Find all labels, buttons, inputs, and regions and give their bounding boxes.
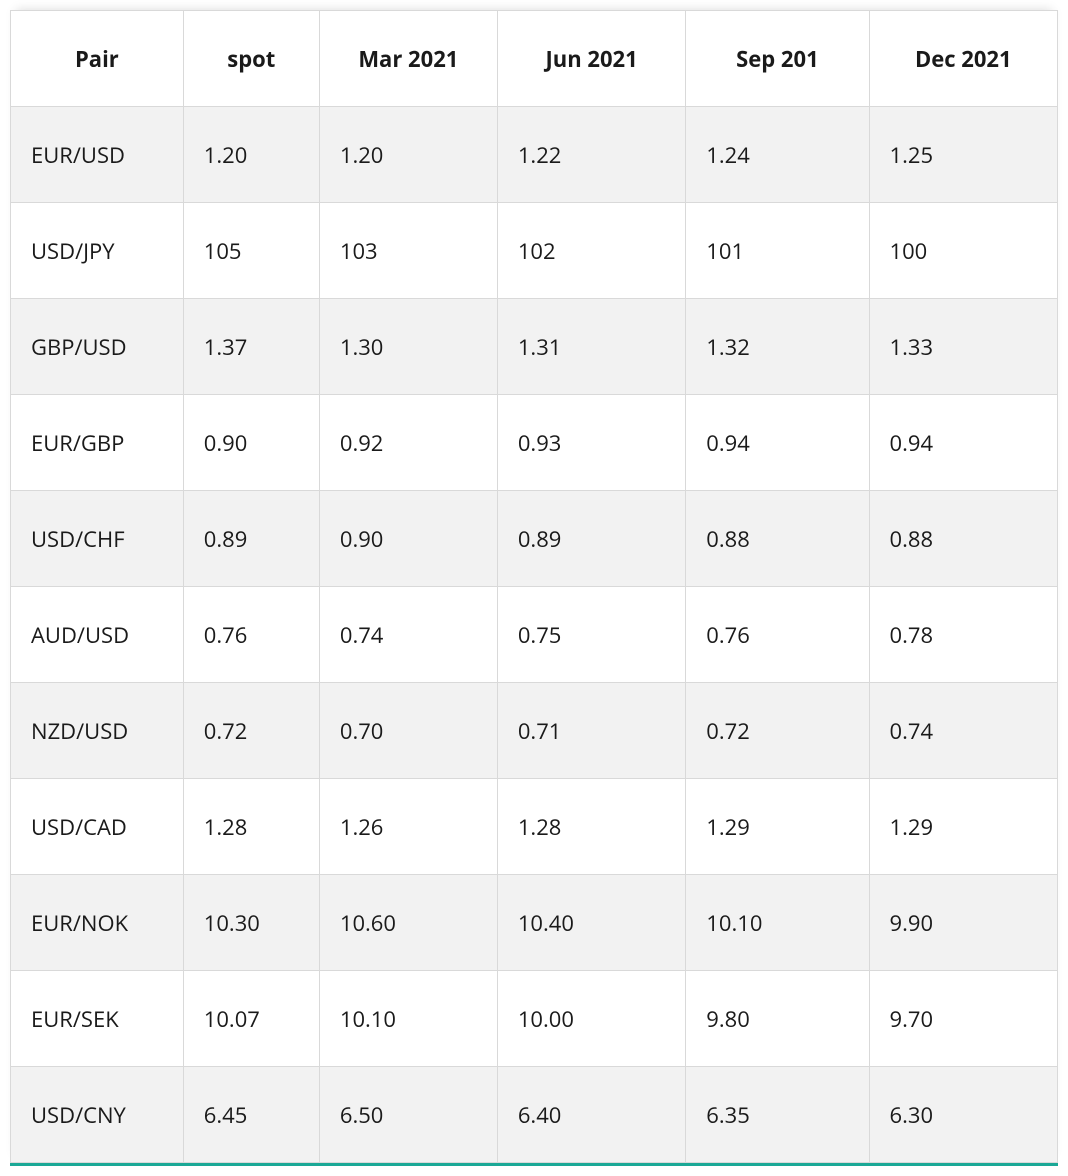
cell-sep: 9.80 xyxy=(686,971,869,1067)
cell-dec: 1.33 xyxy=(869,299,1057,395)
cell-sep: 0.72 xyxy=(686,683,869,779)
col-header-dec: Dec 2021 xyxy=(869,11,1057,107)
table-body: EUR/USD1.201.201.221.241.25USD/JPY105103… xyxy=(11,107,1058,1163)
cell-jun: 6.40 xyxy=(497,1067,685,1163)
cell-mar: 0.90 xyxy=(319,491,497,587)
cell-jun: 0.93 xyxy=(497,395,685,491)
table-row: AUD/USD0.760.740.750.760.78 xyxy=(11,587,1058,683)
cell-mar: 10.60 xyxy=(319,875,497,971)
cell-spot: 105 xyxy=(183,203,319,299)
cell-jun: 0.71 xyxy=(497,683,685,779)
cell-pair: USD/CAD xyxy=(11,779,184,875)
cell-mar: 0.70 xyxy=(319,683,497,779)
cell-mar: 0.92 xyxy=(319,395,497,491)
col-header-mar: Mar 2021 xyxy=(319,11,497,107)
table-row: GBP/USD1.371.301.311.321.33 xyxy=(11,299,1058,395)
cell-sep: 10.10 xyxy=(686,875,869,971)
cell-pair: EUR/USD xyxy=(11,107,184,203)
cell-spot: 1.28 xyxy=(183,779,319,875)
fx-forecast-table-wrap: Pair spot Mar 2021 Jun 2021 Sep 201 Dec … xyxy=(10,10,1058,1166)
cell-dec: 1.29 xyxy=(869,779,1057,875)
cell-mar: 1.26 xyxy=(319,779,497,875)
cell-jun: 1.31 xyxy=(497,299,685,395)
cell-jun: 0.89 xyxy=(497,491,685,587)
cell-pair: AUD/USD xyxy=(11,587,184,683)
fx-forecast-table: Pair spot Mar 2021 Jun 2021 Sep 201 Dec … xyxy=(10,10,1058,1163)
cell-jun: 0.75 xyxy=(497,587,685,683)
cell-spot: 1.37 xyxy=(183,299,319,395)
col-header-sep: Sep 201 xyxy=(686,11,869,107)
cell-pair: EUR/NOK xyxy=(11,875,184,971)
col-header-spot: spot xyxy=(183,11,319,107)
cell-mar: 10.10 xyxy=(319,971,497,1067)
table-row: EUR/SEK10.0710.1010.009.809.70 xyxy=(11,971,1058,1067)
cell-spot: 1.20 xyxy=(183,107,319,203)
cell-spot: 0.76 xyxy=(183,587,319,683)
cell-mar: 103 xyxy=(319,203,497,299)
table-row: EUR/GBP0.900.920.930.940.94 xyxy=(11,395,1058,491)
cell-dec: 0.74 xyxy=(869,683,1057,779)
cell-dec: 1.25 xyxy=(869,107,1057,203)
cell-pair: USD/CNY xyxy=(11,1067,184,1163)
cell-sep: 0.94 xyxy=(686,395,869,491)
cell-sep: 101 xyxy=(686,203,869,299)
table-row: USD/JPY105103102101100 xyxy=(11,203,1058,299)
cell-mar: 1.30 xyxy=(319,299,497,395)
cell-sep: 1.24 xyxy=(686,107,869,203)
cell-sep: 0.76 xyxy=(686,587,869,683)
cell-dec: 0.94 xyxy=(869,395,1057,491)
cell-pair: EUR/GBP xyxy=(11,395,184,491)
table-row: EUR/NOK10.3010.6010.4010.109.90 xyxy=(11,875,1058,971)
cell-mar: 0.74 xyxy=(319,587,497,683)
cell-mar: 1.20 xyxy=(319,107,497,203)
cell-sep: 1.32 xyxy=(686,299,869,395)
cell-dec: 0.88 xyxy=(869,491,1057,587)
table-row: USD/CHF0.890.900.890.880.88 xyxy=(11,491,1058,587)
col-header-pair: Pair xyxy=(11,11,184,107)
cell-spot: 0.90 xyxy=(183,395,319,491)
cell-sep: 1.29 xyxy=(686,779,869,875)
cell-dec: 0.78 xyxy=(869,587,1057,683)
cell-spot: 10.07 xyxy=(183,971,319,1067)
cell-pair: USD/CHF xyxy=(11,491,184,587)
cell-spot: 6.45 xyxy=(183,1067,319,1163)
cell-mar: 6.50 xyxy=(319,1067,497,1163)
cell-spot: 0.89 xyxy=(183,491,319,587)
cell-jun: 10.00 xyxy=(497,971,685,1067)
cell-pair: NZD/USD xyxy=(11,683,184,779)
cell-sep: 6.35 xyxy=(686,1067,869,1163)
table-row: NZD/USD0.720.700.710.720.74 xyxy=(11,683,1058,779)
cell-dec: 6.30 xyxy=(869,1067,1057,1163)
cell-jun: 102 xyxy=(497,203,685,299)
cell-sep: 0.88 xyxy=(686,491,869,587)
cell-pair: USD/JPY xyxy=(11,203,184,299)
cell-dec: 9.90 xyxy=(869,875,1057,971)
cell-pair: EUR/SEK xyxy=(11,971,184,1067)
cell-dec: 100 xyxy=(869,203,1057,299)
cell-pair: GBP/USD xyxy=(11,299,184,395)
table-row: USD/CNY6.456.506.406.356.30 xyxy=(11,1067,1058,1163)
table-row: USD/CAD1.281.261.281.291.29 xyxy=(11,779,1058,875)
cell-spot: 10.30 xyxy=(183,875,319,971)
cell-spot: 0.72 xyxy=(183,683,319,779)
cell-dec: 9.70 xyxy=(869,971,1057,1067)
cell-jun: 1.28 xyxy=(497,779,685,875)
col-header-jun: Jun 2021 xyxy=(497,11,685,107)
cell-jun: 10.40 xyxy=(497,875,685,971)
cell-jun: 1.22 xyxy=(497,107,685,203)
table-header-row: Pair spot Mar 2021 Jun 2021 Sep 201 Dec … xyxy=(11,11,1058,107)
table-row: EUR/USD1.201.201.221.241.25 xyxy=(11,107,1058,203)
